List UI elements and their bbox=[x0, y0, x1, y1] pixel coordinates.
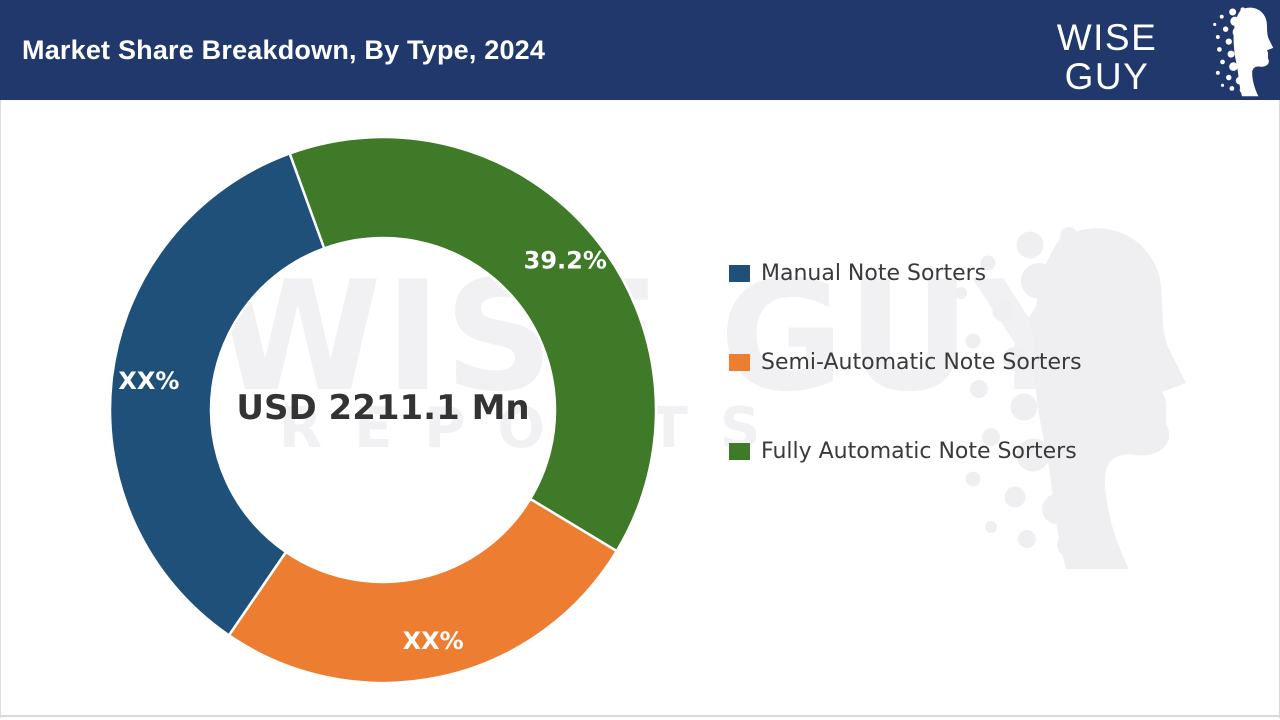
segment-percentage-label: XX% bbox=[118, 367, 179, 395]
brand-name: WISE GUY bbox=[1056, 17, 1158, 97]
legend-item-semi-automatic: Semi-Automatic Note Sorters bbox=[729, 345, 1082, 379]
brand-subname: REPORTS bbox=[1041, 98, 1173, 115]
legend-label: Semi-Automatic Note Sorters bbox=[761, 349, 1082, 375]
legend-swatch-green bbox=[729, 442, 750, 460]
bottom-divider bbox=[1, 715, 1279, 717]
donut-segment bbox=[227, 497, 618, 685]
brand-logo-text: WISE GUY REPORTS bbox=[1016, 17, 1198, 115]
legend-label: Fully Automatic Note Sorters bbox=[761, 438, 1077, 464]
legend-label: Manual Note Sorters bbox=[761, 260, 987, 286]
center-value-label: USD 2211.1 Mn bbox=[236, 388, 530, 428]
legend-item-fully-automatic: Fully Automatic Note Sorters bbox=[729, 434, 1082, 468]
segment-percentage-label: XX% bbox=[403, 627, 464, 655]
donut-chart: 39.2% XX% XX% bbox=[108, 135, 658, 685]
donut-segment bbox=[108, 152, 326, 637]
legend: Manual Note Sorters Semi-Automatic Note … bbox=[729, 256, 1082, 523]
legend-swatch-blue bbox=[729, 264, 750, 282]
dot-face-icon bbox=[1213, 7, 1274, 97]
watermark-subtext: REPORTS bbox=[279, 396, 793, 461]
page-title: Market Share Breakdown, By Type, 2024 bbox=[22, 34, 546, 65]
segment-percentage-label: 39.2% bbox=[524, 246, 607, 274]
legend-swatch-orange bbox=[729, 353, 750, 371]
donut-segment bbox=[288, 135, 658, 553]
legend-item-manual: Manual Note Sorters bbox=[729, 256, 1082, 290]
brand-logo: WISE GUY REPORTS bbox=[1016, 0, 1276, 115]
header-bar: Market Share Breakdown, By Type, 2024 WI… bbox=[0, 0, 1280, 115]
chart-canvas: WISE GUY REPORTS 39.2% XX% XX% USD 2211.1 … bbox=[0, 100, 1280, 718]
